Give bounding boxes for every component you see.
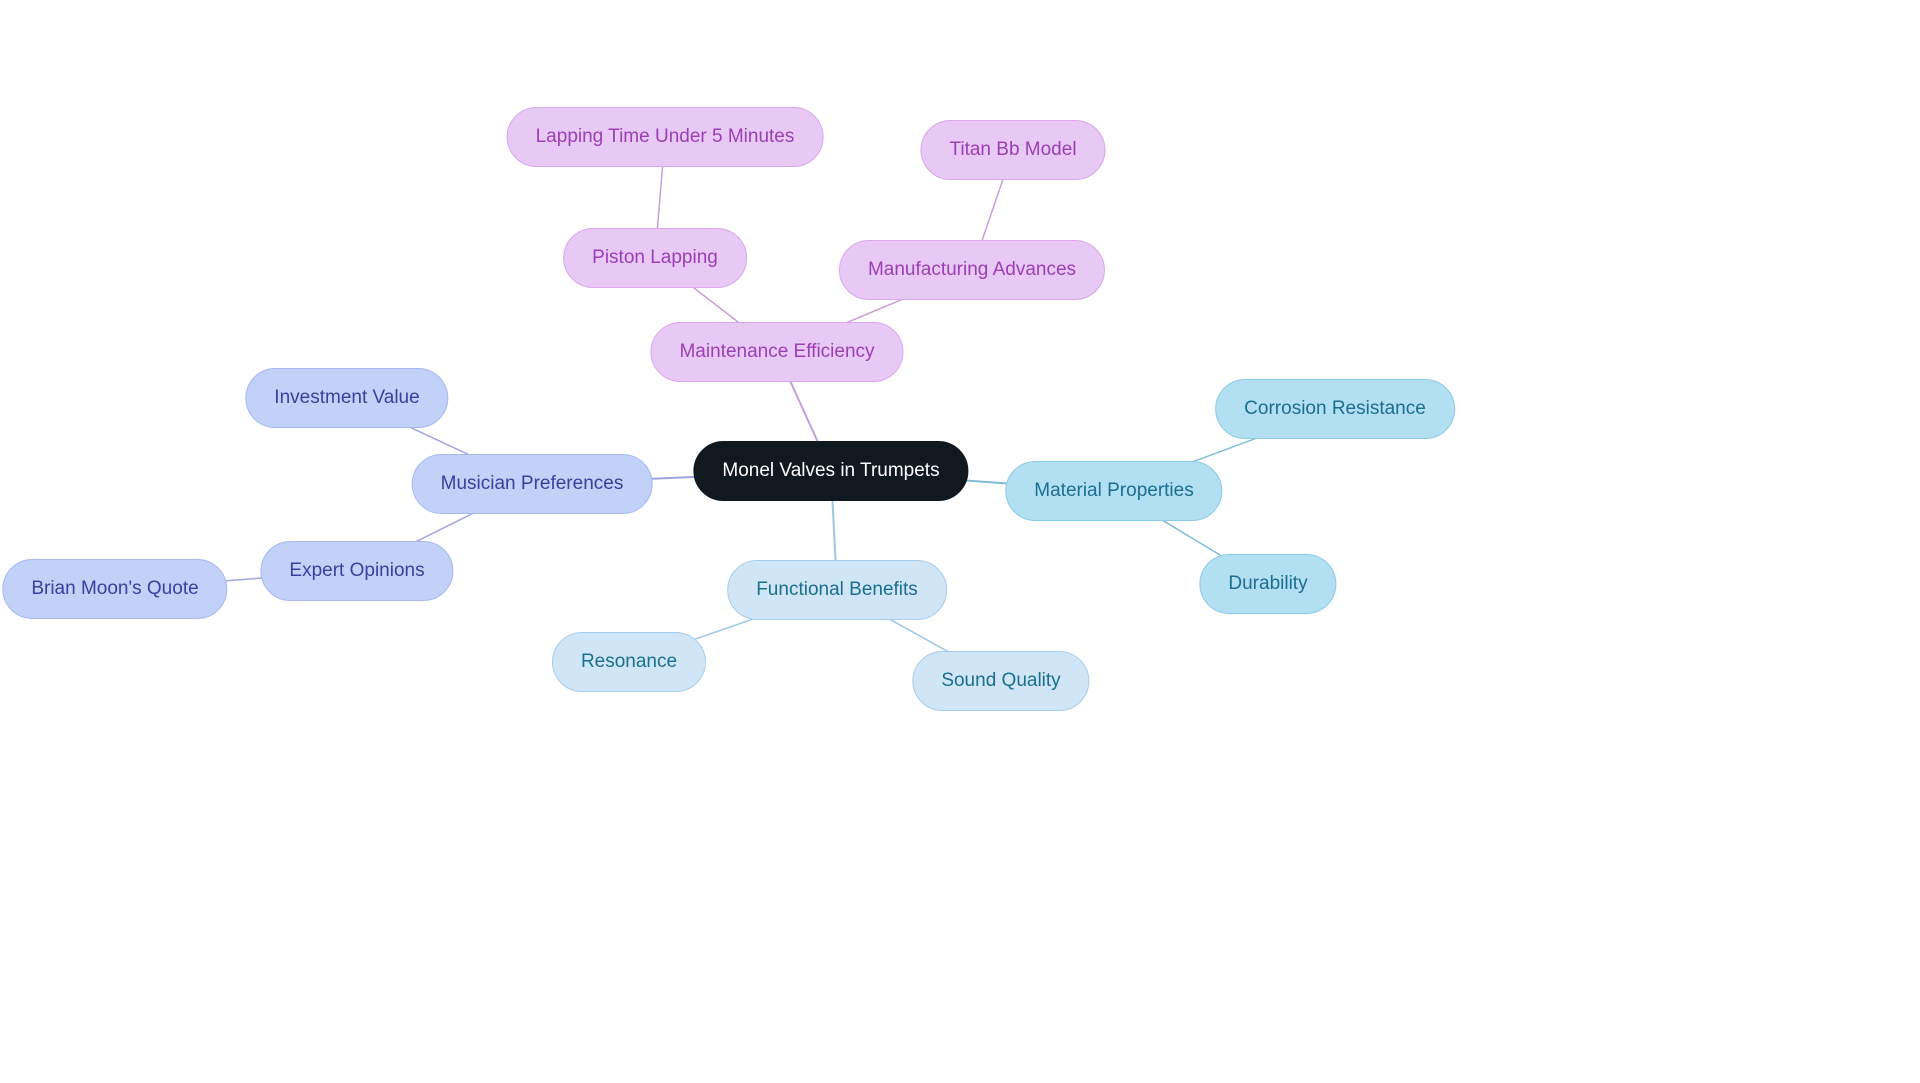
node-functional: Functional Benefits xyxy=(727,560,947,620)
node-titan: Titan Bb Model xyxy=(920,120,1105,180)
node-maintenance: Maintenance Efficiency xyxy=(650,322,903,382)
node-resonance: Resonance xyxy=(552,632,706,692)
node-investment: Investment Value xyxy=(245,368,448,428)
mindmap-canvas: Monel Valves in Trumpets Maintenance Eff… xyxy=(0,0,1920,1083)
node-corrosion: Corrosion Resistance xyxy=(1215,379,1455,439)
node-preferences: Musician Preferences xyxy=(412,454,653,514)
node-material: Material Properties xyxy=(1005,461,1222,521)
node-expert: Expert Opinions xyxy=(260,541,453,601)
node-lapping-time: Lapping Time Under 5 Minutes xyxy=(507,107,824,167)
node-quote: Brian Moon's Quote xyxy=(2,559,227,619)
node-durability: Durability xyxy=(1199,554,1336,614)
node-manufacturing: Manufacturing Advances xyxy=(839,240,1105,300)
node-piston-lapping: Piston Lapping xyxy=(563,228,747,288)
node-center: Monel Valves in Trumpets xyxy=(693,441,968,501)
node-sound: Sound Quality xyxy=(912,651,1089,711)
